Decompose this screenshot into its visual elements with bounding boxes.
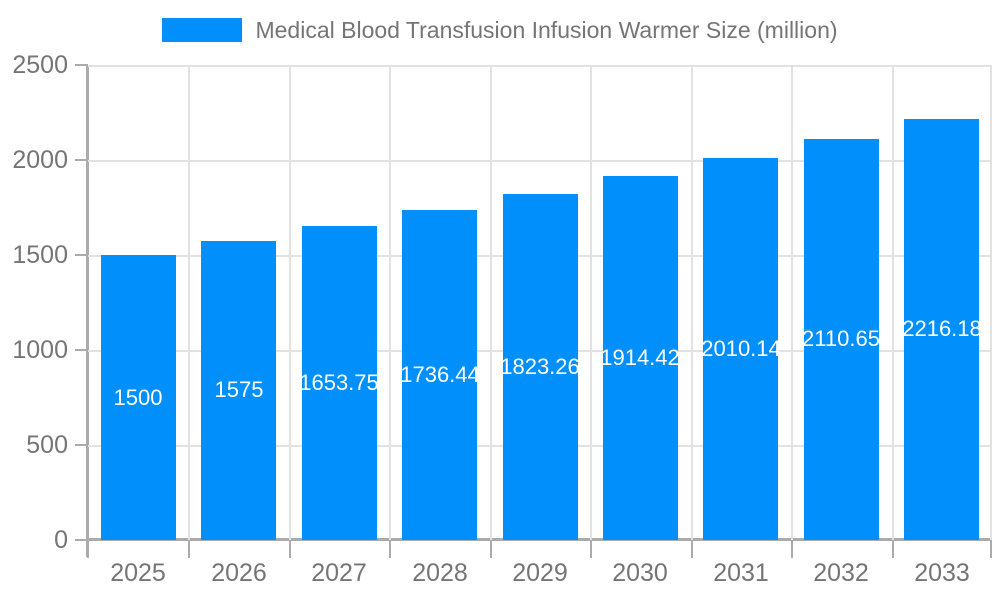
bar-value-2028: 1736.44 <box>400 362 480 387</box>
v-gridline-8 <box>892 65 894 540</box>
y-tick-label-1500: 1500 <box>12 241 68 269</box>
x-tick-mark-4 <box>490 541 492 558</box>
x-tick-label-2025: 2025 <box>110 559 166 587</box>
legend: Medical Blood Transfusion Infusion Warme… <box>0 14 1000 46</box>
x-tick-mark-2 <box>289 541 291 558</box>
y-tick-label-0: 0 <box>54 526 68 554</box>
y-tick-label-500: 500 <box>26 431 68 459</box>
x-tick-label-2029: 2029 <box>512 559 568 587</box>
v-gridline-7 <box>791 65 793 540</box>
x-tick-label-2033: 2033 <box>914 559 970 587</box>
bar-value-2031: 2010.14 <box>701 336 781 361</box>
bar-2032 <box>804 139 879 540</box>
v-gridline-5 <box>590 65 592 540</box>
bar-2029 <box>503 194 578 540</box>
x-tick-mark-9 <box>990 541 992 558</box>
x-tick-label-2030: 2030 <box>612 559 668 587</box>
bar-value-2026: 1575 <box>214 377 264 402</box>
h-gridline-2000 <box>88 160 992 162</box>
y-tick-mark-2000 <box>75 159 88 161</box>
plot-area: 1500 1575 1653.75 1736.44 1823.26 1914.42 2010… <box>88 65 992 540</box>
legend-swatch <box>162 18 243 42</box>
x-tick-mark-6 <box>691 541 693 558</box>
x-tick-mark-7 <box>791 541 793 558</box>
bar-2027 <box>302 226 377 540</box>
bar-value-2030: 1914.42 <box>600 345 680 370</box>
bar-value-2032: 2110.65 <box>802 326 880 351</box>
v-gridline-2 <box>289 65 291 540</box>
v-gridline-6 <box>691 65 693 540</box>
y-tick-mark-500 <box>75 444 88 446</box>
v-gridline-9 <box>990 65 992 540</box>
x-tick-mark-8 <box>892 541 894 558</box>
bar-2025 <box>101 255 176 540</box>
bar-2026 <box>201 241 276 540</box>
x-tick-label-2028: 2028 <box>412 559 468 587</box>
v-gridline-4 <box>490 65 492 540</box>
h-gridline-2500 <box>88 65 992 67</box>
bar-2031 <box>703 158 778 540</box>
legend-label: Medical Blood Transfusion Infusion Warme… <box>255 16 838 43</box>
y-tick-label-2000: 2000 <box>12 146 68 174</box>
y-tick-label-1000: 1000 <box>12 336 68 364</box>
x-tick-mark-5 <box>590 541 592 558</box>
x-tick-label-2026: 2026 <box>211 559 267 587</box>
y-tick-mark-0 <box>75 539 88 541</box>
y-axis-line <box>86 65 89 557</box>
x-tick-label-2032: 2032 <box>813 559 869 587</box>
bar-2028 <box>402 210 477 540</box>
x-tick-label-2027: 2027 <box>311 559 367 587</box>
bar-value-2033: 2216.18 <box>902 316 982 341</box>
bar-2030 <box>603 176 678 540</box>
bar-value-2029: 1823.26 <box>500 354 580 379</box>
bar-2033 <box>904 119 979 540</box>
bar-value-2027: 1653.75 <box>299 370 379 395</box>
y-tick-mark-1000 <box>75 349 88 351</box>
y-tick-mark-1500 <box>75 254 88 256</box>
v-gridline-1 <box>188 65 190 540</box>
v-gridline-3 <box>389 65 391 540</box>
y-tick-label-2500: 2500 <box>12 51 68 79</box>
x-tick-label-2031: 2031 <box>713 559 769 587</box>
y-tick-mark-2500 <box>75 64 88 66</box>
x-tick-mark-3 <box>389 541 391 558</box>
bar-value-2025: 1500 <box>113 385 163 410</box>
x-tick-mark-0 <box>87 541 89 558</box>
x-tick-mark-1 <box>188 541 190 558</box>
